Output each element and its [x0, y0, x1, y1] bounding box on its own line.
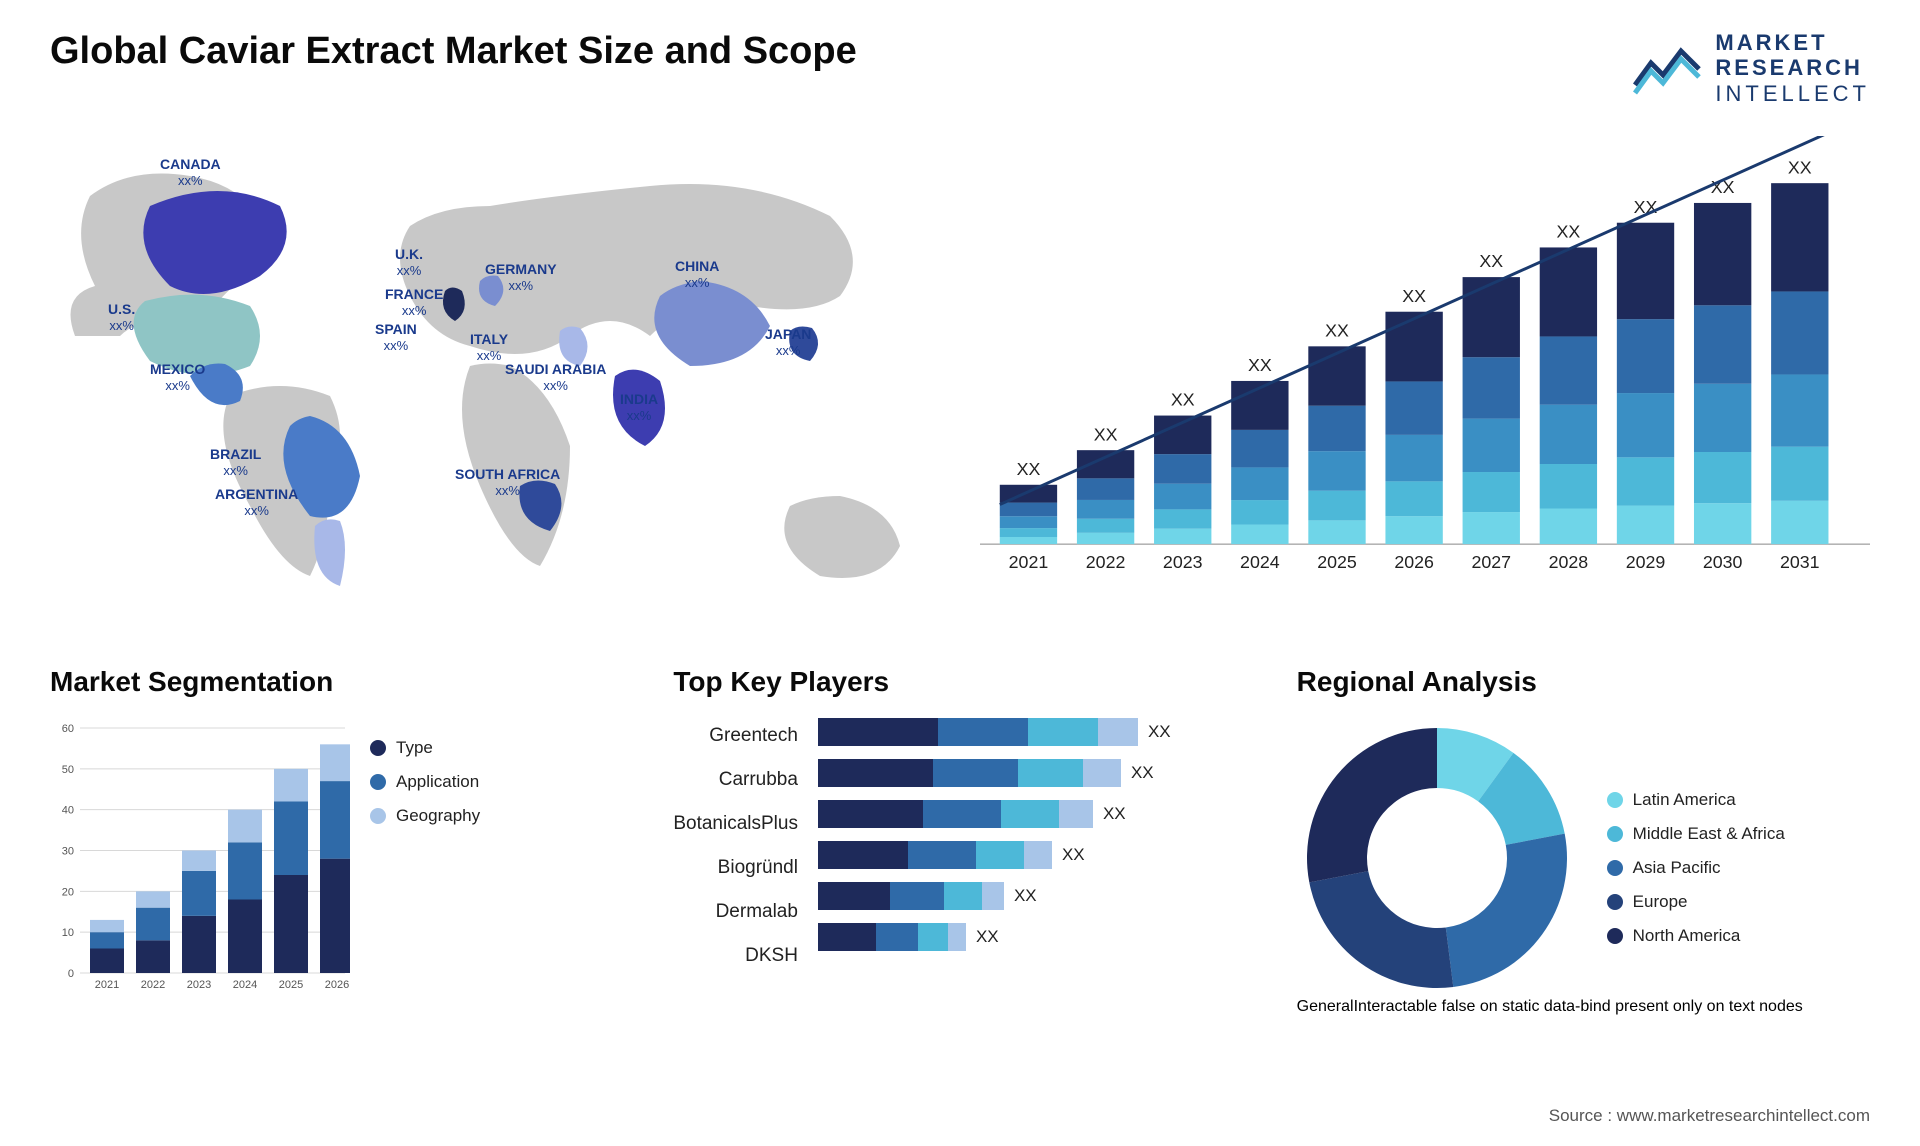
map-label-southafrica: SOUTH AFRICAxx%	[455, 466, 560, 498]
svg-text:2030: 2030	[1703, 552, 1743, 572]
region-legend-item: Europe	[1607, 892, 1785, 912]
map-label-germany: GERMANYxx%	[485, 261, 557, 293]
players-title: Top Key Players	[673, 666, 1246, 698]
world-map-panel: CANADAxx% U.S.xx% MEXICOxx% BRAZILxx% ARGENT…	[50, 136, 920, 616]
map-label-uk: U.K.xx%	[395, 246, 423, 278]
growth-chart: XX 2021 XX 2022 XX 2023 XX 2024 XX 2025 XX 2026 XX 20…	[980, 136, 1870, 616]
player-name: Carrubba	[673, 766, 798, 794]
svg-text:2021: 2021	[95, 979, 119, 991]
segmentation-legend: Type Application Geography	[370, 718, 480, 998]
logo-line1: MARKET	[1715, 30, 1870, 55]
svg-text:20: 20	[62, 886, 74, 898]
svg-text:XX: XX	[1402, 286, 1426, 306]
svg-text:2023: 2023	[187, 979, 211, 991]
player-name: Biogründl	[673, 854, 798, 882]
segmentation-section: Market Segmentation 0 10 20 30 40 50 60 2021 202…	[50, 666, 623, 1016]
player-bars-list: XX XX XX XX XX XX	[818, 718, 1247, 964]
map-label-china: CHINAxx%	[675, 258, 719, 290]
svg-text:2025: 2025	[1317, 552, 1357, 572]
svg-text:XX: XX	[1094, 424, 1118, 444]
seg-legend-application: Application	[370, 772, 480, 792]
logo-line3: INTELLECT	[1715, 81, 1870, 106]
seg-legend-geography: Geography	[370, 806, 480, 826]
map-label-italy: ITALYxx%	[470, 331, 508, 363]
region-legend-item: Latin America	[1607, 790, 1785, 810]
svg-text:XX: XX	[1171, 390, 1195, 410]
player-bar-row: XX	[818, 718, 1247, 746]
map-label-mexico: MEXICOxx%	[150, 361, 205, 393]
svg-text:XX: XX	[1479, 251, 1503, 271]
players-section: Top Key Players Greentech Carrubba Botanic…	[673, 666, 1246, 1016]
segmentation-chart: 0 10 20 30 40 50 60 2021 2022 2023 2024 2025 2026	[50, 718, 350, 998]
svg-text:XX: XX	[1557, 221, 1581, 241]
regional-section: Regional Analysis Latin America Middle Ea…	[1297, 666, 1870, 1016]
svg-text:2028: 2028	[1549, 552, 1589, 572]
svg-text:2027: 2027	[1471, 552, 1511, 572]
svg-text:2025: 2025	[279, 979, 303, 991]
player-bar-row: XX	[818, 800, 1247, 828]
svg-text:2031: 2031	[1780, 552, 1820, 572]
logo-icon	[1633, 41, 1703, 95]
segmentation-title: Market Segmentation	[50, 666, 623, 698]
player-bar-row: XX	[818, 882, 1247, 910]
svg-text:50: 50	[62, 764, 74, 776]
source-attribution: Source : www.marketresearchintellect.com	[1549, 1106, 1870, 1126]
svg-text:2029: 2029	[1626, 552, 1666, 572]
player-name: Dermalab	[673, 898, 798, 926]
map-label-france: FRANCExx%	[385, 286, 443, 318]
regional-legend: Latin America Middle East & Africa Asia Pa…	[1607, 770, 1785, 946]
map-label-brazil: BRAZILxx%	[210, 446, 261, 478]
player-name: BotanicalsPlus	[673, 810, 798, 838]
player-name: Greentech	[673, 722, 798, 750]
svg-text:60: 60	[62, 723, 74, 735]
svg-text:0: 0	[68, 968, 74, 980]
map-label-canada: CANADAxx%	[160, 156, 221, 188]
player-name: DKSH	[673, 942, 798, 970]
map-argentina	[314, 519, 345, 586]
player-bar-row: XX	[818, 759, 1247, 787]
seg-legend-type: Type	[370, 738, 480, 758]
svg-text:2022: 2022	[141, 979, 165, 991]
map-label-us: U.S.xx%	[108, 301, 135, 333]
svg-text:XX: XX	[1325, 320, 1349, 340]
region-legend-item: Middle East & Africa	[1607, 824, 1785, 844]
region-legend-item: North America	[1607, 926, 1785, 946]
svg-text:40: 40	[62, 805, 74, 817]
map-label-saudiarabia: SAUDI ARABIAxx%	[505, 361, 606, 393]
regional-donut	[1297, 718, 1577, 998]
page-title: Global Caviar Extract Market Size and Sc…	[50, 30, 857, 73]
growth-chart-panel: XX 2021 XX 2022 XX 2023 XX 2024 XX 2025 XX 2026 XX 20…	[980, 136, 1870, 616]
map-label-spain: SPAINxx%	[375, 321, 417, 353]
svg-text:2022: 2022	[1086, 552, 1126, 572]
svg-text:2024: 2024	[1240, 552, 1280, 572]
svg-text:2021: 2021	[1009, 552, 1049, 572]
map-label-india: INDIAxx%	[620, 391, 658, 423]
player-names-list: Greentech Carrubba BotanicalsPlus Biogründl…	[673, 718, 798, 970]
svg-text:XX: XX	[1248, 355, 1272, 375]
svg-text:2026: 2026	[325, 979, 349, 991]
map-label-japan: JAPANxx%	[765, 326, 811, 358]
regional-title: Regional Analysis	[1297, 666, 1870, 698]
logo-line2: RESEARCH	[1715, 55, 1870, 80]
svg-text:XX: XX	[1017, 459, 1041, 479]
svg-text:30: 30	[62, 845, 74, 857]
map-label-argentina: ARGENTINAxx%	[215, 486, 298, 518]
map-canada	[143, 191, 286, 294]
svg-text:2023: 2023	[1163, 552, 1203, 572]
region-legend-item: Asia Pacific	[1607, 858, 1785, 878]
player-bar-row: XX	[818, 923, 1247, 951]
svg-text:10: 10	[62, 927, 74, 939]
svg-text:2024: 2024	[233, 979, 257, 991]
brand-logo: MARKET RESEARCH INTELLECT	[1633, 30, 1870, 106]
svg-text:2026: 2026	[1394, 552, 1434, 572]
player-bar-row: XX	[818, 841, 1247, 869]
svg-text:XX: XX	[1788, 157, 1812, 177]
